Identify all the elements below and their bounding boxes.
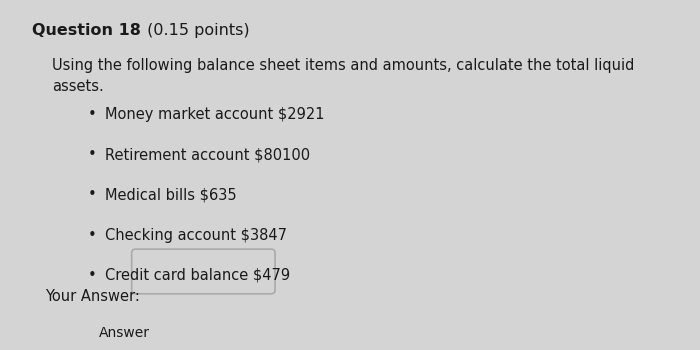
Text: Answer: Answer	[99, 326, 150, 340]
Text: •: •	[88, 107, 97, 122]
Text: •: •	[88, 187, 97, 202]
Text: Using the following balance sheet items and amounts, calculate the total liquid: Using the following balance sheet items …	[52, 58, 635, 73]
Text: (0.15 points): (0.15 points)	[142, 23, 250, 38]
Text: •: •	[88, 147, 97, 162]
Text: Your Answer:: Your Answer:	[46, 289, 141, 304]
Text: assets.: assets.	[52, 79, 104, 94]
Text: Credit card balance $479: Credit card balance $479	[105, 268, 290, 283]
Text: Question 18: Question 18	[32, 23, 141, 38]
Text: Checking account $3847: Checking account $3847	[105, 228, 287, 243]
Text: Money market account $2921: Money market account $2921	[105, 107, 325, 122]
Text: Medical bills $635: Medical bills $635	[105, 187, 237, 202]
Text: •: •	[88, 228, 97, 243]
Text: Retirement account $80100: Retirement account $80100	[105, 147, 310, 162]
Text: •: •	[88, 268, 97, 283]
FancyBboxPatch shape	[132, 249, 275, 294]
